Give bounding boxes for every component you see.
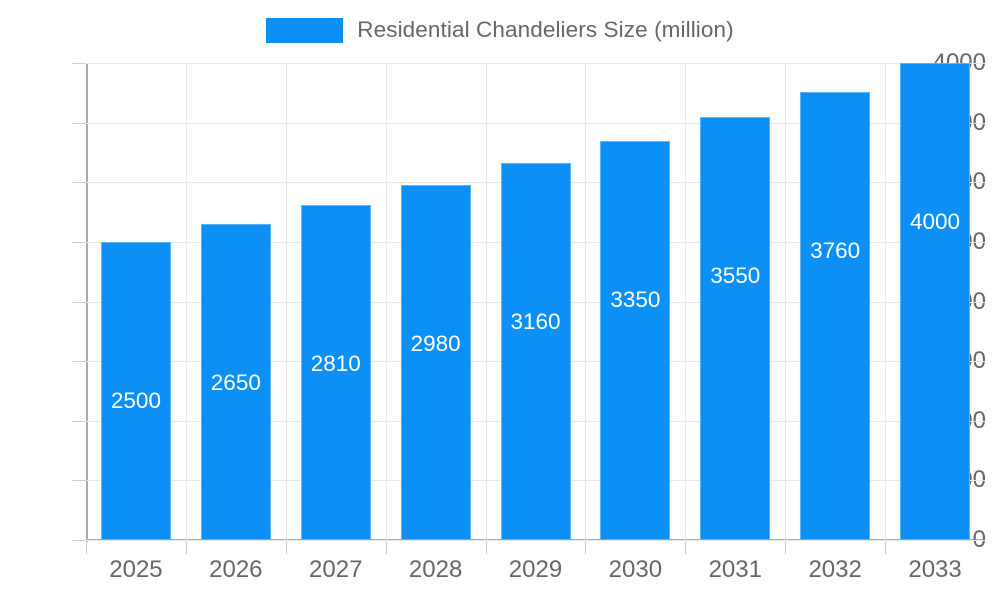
x-axis-tick-label: 2027 [309, 556, 363, 583]
x-axis-tick-label: 2028 [408, 556, 463, 583]
x-axis-tick-label: 2032 [808, 556, 862, 583]
y-axis-tick-mark [72, 420, 86, 422]
x-axis-tick-mark [785, 541, 786, 554]
bar[interactable]: 2810 [300, 204, 371, 540]
x-axis-tick-mark [585, 541, 586, 554]
gridline-horizontal [86, 122, 985, 124]
gridline-vertical [785, 63, 786, 540]
y-axis-tick-mark [72, 63, 86, 64]
y-axis-tick-mark [72, 480, 86, 482]
legend-label-residential-chandeliers-size[interactable]: Residential Chandeliers Size (million) [357, 17, 734, 42]
gridline-horizontal [86, 540, 985, 541]
y-axis-tick-mark [72, 540, 86, 541]
x-axis-tick-label: 2031 [708, 556, 762, 583]
legend-swatch-residential-chandeliers-size[interactable] [266, 17, 344, 43]
gridline-vertical [486, 63, 487, 540]
bar-value-label: 3760 [810, 237, 861, 263]
x-axis-tick-label: 2030 [608, 556, 663, 583]
bar[interactable]: 2650 [200, 224, 271, 540]
y-axis-tick-mark [72, 361, 86, 363]
bar[interactable]: 3760 [800, 91, 871, 540]
bar[interactable]: 2500 [100, 241, 171, 540]
bar-value-label: 2980 [410, 330, 461, 356]
x-axis-tick-mark [685, 541, 686, 554]
bar-value-label: 3160 [510, 309, 561, 335]
bar-value-label: 3350 [610, 286, 661, 312]
y-axis-tick-label: 0 [972, 526, 986, 553]
bar[interactable]: 2980 [400, 184, 471, 540]
gridline-vertical [685, 63, 686, 540]
y-axis-tick-mark [72, 122, 86, 124]
x-axis-tick-label: 2033 [908, 556, 962, 583]
x-axis-tick-mark [486, 541, 487, 554]
bar-value-label: 2500 [110, 387, 161, 413]
y-axis-tick-mark [72, 241, 86, 243]
gridline-vertical [186, 63, 187, 540]
chart-legend: Residential Chandeliers Size (million) [0, 8, 1000, 52]
gridline-vertical [386, 63, 387, 540]
y-axis-line [86, 63, 88, 542]
y-axis-tick-mark [72, 182, 86, 184]
bar-value-label: 2810 [310, 350, 361, 376]
bar-value-label: 3550 [710, 262, 761, 288]
x-axis-tick-label: 2025 [109, 556, 163, 583]
gridline-vertical [585, 63, 586, 540]
x-axis-tick-mark [186, 541, 187, 554]
bar[interactable]: 3350 [600, 140, 671, 540]
y-axis-tick-mark [72, 301, 86, 303]
bar[interactable]: 3160 [500, 163, 571, 540]
x-axis-tick-mark [885, 541, 886, 554]
gridline-horizontal [86, 63, 985, 64]
bar[interactable]: 3550 [700, 116, 771, 540]
bar-value-label: 4000 [910, 209, 961, 234]
x-axis-tick-mark [286, 541, 287, 554]
bar[interactable]: 4000 [900, 63, 971, 540]
x-axis-tick-label: 2029 [508, 556, 563, 583]
x-axis-tick-label: 2026 [209, 556, 263, 583]
bar-value-label: 2650 [210, 370, 261, 395]
plot-area: 2500 2650 2810 2980 3160 3350 3550 3760 4000 [86, 63, 985, 541]
x-axis-tick-mark [86, 541, 87, 554]
gridline-vertical [885, 63, 886, 540]
gridline-vertical [286, 63, 287, 540]
x-axis-tick-mark [386, 541, 387, 554]
